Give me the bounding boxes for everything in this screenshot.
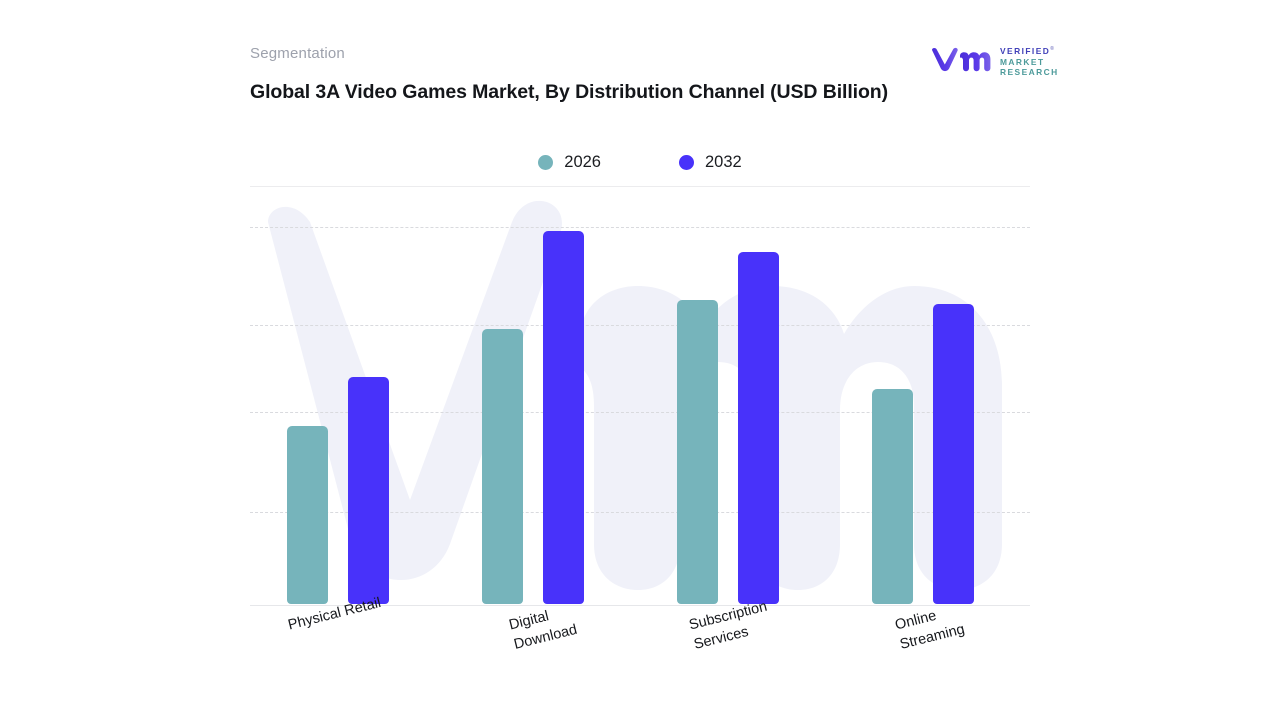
x-axis-label-digital-download: Digital Download (507, 608, 579, 653)
bar-physical-retail-2026[interactable] (286, 425, 328, 604)
vmr-monogram-icon (930, 44, 992, 79)
bar-group-container (250, 200, 1030, 605)
x-axis-line (250, 605, 1030, 606)
chart-header: Segmentation Global 3A Video Games Marke… (250, 44, 1030, 107)
bar-online-streaming-2026[interactable] (871, 389, 913, 604)
legend-label: 2032 (705, 153, 742, 171)
logo-word-research: RESEARCH (1000, 67, 1059, 78)
registered-mark-icon: ® (1050, 46, 1054, 53)
bar-digital-download-2032[interactable] (542, 231, 584, 604)
legend-dot-icon (538, 154, 554, 170)
bar-digital-download-2026[interactable] (481, 328, 523, 604)
gridline (250, 412, 1030, 413)
legend-item-2026[interactable]: 2026 (538, 153, 601, 171)
eyebrow-label: Segmentation (250, 45, 345, 62)
page-title: Global 3A Video Games Market, By Distrib… (250, 81, 888, 103)
bar-online-streaming-2032[interactable] (932, 304, 974, 604)
logo-word-verified: VERIFIED® (1000, 46, 1054, 56)
bar-subscription-services-2026[interactable] (676, 300, 718, 604)
plot-area (250, 200, 1030, 606)
legend-item-2032[interactable]: 2032 (679, 153, 742, 171)
x-axis-label-online-streaming: Online Streaming (893, 607, 967, 653)
gridline (250, 512, 1030, 513)
gridline (250, 325, 1030, 326)
legend-label: 2026 (564, 153, 601, 171)
x-axis-labels: Physical Retail Digital Download Subscript… (250, 595, 1030, 700)
bar-subscription-services-2032[interactable] (737, 251, 779, 604)
chart-legend: 2026 2032 (250, 150, 1030, 174)
verified-market-research-logo: VERIFIED® MARKET RESEARCH (930, 42, 1062, 80)
bar-physical-retail-2032[interactable] (347, 377, 389, 604)
gridline (250, 227, 1030, 228)
header-divider (250, 186, 1030, 187)
legend-dot-icon (679, 154, 694, 170)
logo-wordmark: VERIFIED® MARKET RESEARCH (1000, 44, 1059, 78)
logo-word-market: MARKET (1000, 56, 1045, 67)
